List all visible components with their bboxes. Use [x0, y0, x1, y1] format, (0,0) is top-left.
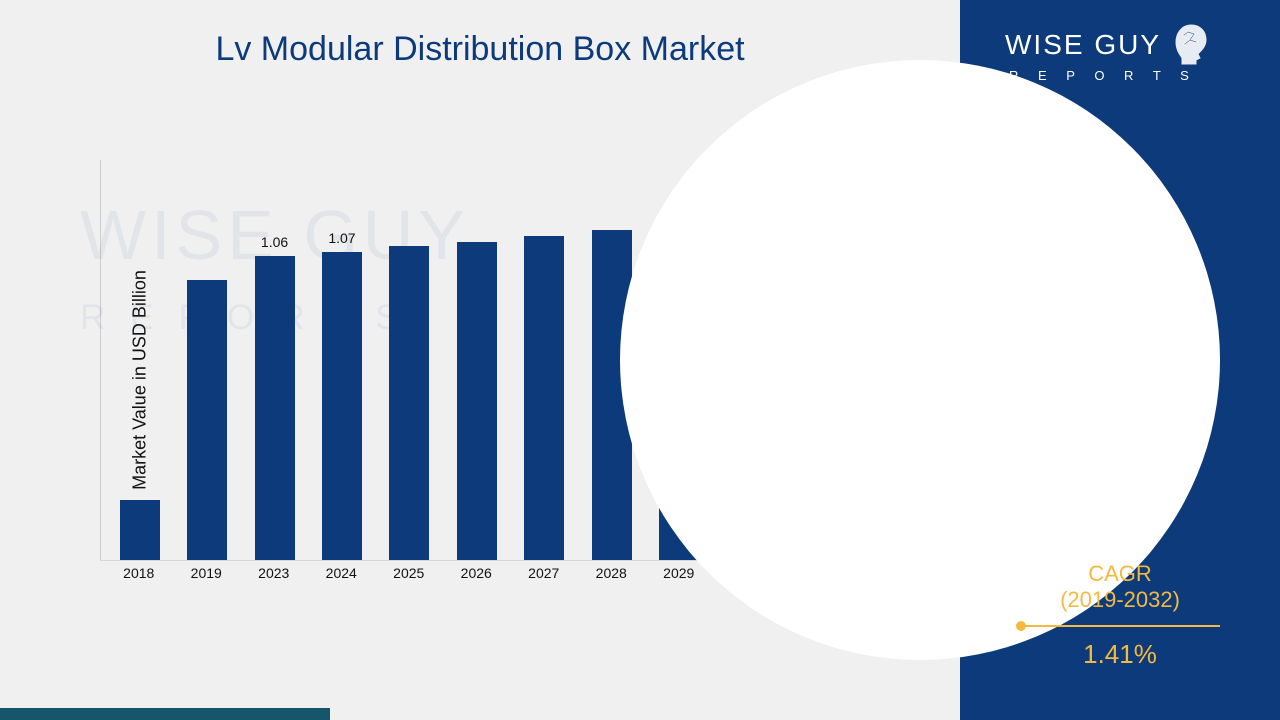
cagr-divider	[1020, 625, 1220, 627]
bottom-accent-bar	[0, 708, 330, 720]
x-tick-label: 2027	[510, 565, 578, 581]
right-panel: WISE GUY R E P O R T S CAGR (2019-2032) …	[960, 0, 1280, 720]
bar-rect	[457, 242, 497, 560]
brand-name: WISE GUY	[1005, 29, 1161, 61]
x-tick-label: 2023	[240, 565, 308, 581]
bar-value-label: 1.06	[261, 234, 288, 252]
x-tick-label: 2019	[173, 565, 241, 581]
chart-title: Lv Modular Distribution Box Market	[0, 30, 960, 69]
brand-logo: WISE GUY R E P O R T S	[1005, 20, 1255, 83]
bar-2026	[443, 220, 510, 560]
bar-rect	[187, 280, 227, 560]
x-tick-label: 2018	[105, 565, 173, 581]
bar-2025	[376, 224, 443, 560]
bar-rect	[389, 246, 429, 560]
x-tick-label: 2026	[443, 565, 511, 581]
bar-rect	[120, 500, 160, 560]
cagr-label: CAGR	[990, 561, 1250, 587]
cagr-years: (2019-2032)	[990, 587, 1250, 613]
cagr-value: 1.41%	[990, 639, 1250, 670]
bar-value-label: 1.07	[328, 230, 355, 248]
brand-subtitle: R E P O R T S	[1009, 68, 1255, 83]
bar-2019	[173, 258, 240, 560]
bar-2018	[106, 478, 173, 560]
bar-2024: 1.07	[308, 230, 375, 560]
bar-rect	[322, 252, 362, 560]
brand-head-icon	[1166, 20, 1216, 70]
bar-rect	[255, 256, 295, 560]
x-tick-label: 2024	[308, 565, 376, 581]
bar-2023: 1.06	[241, 234, 308, 560]
bar-rect	[524, 236, 564, 560]
x-tick-label: 2028	[578, 565, 646, 581]
x-tick-label: 2025	[375, 565, 443, 581]
bar-2027	[511, 214, 578, 560]
cagr-block: CAGR (2019-2032) 1.41%	[990, 561, 1250, 670]
